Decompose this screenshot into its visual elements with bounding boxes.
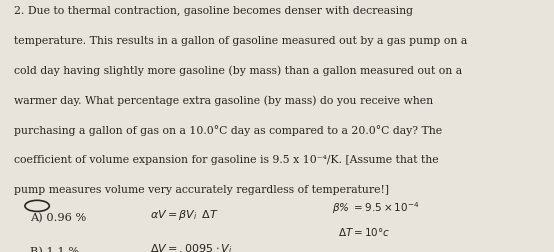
- Text: $\Delta T {=} 10°c$: $\Delta T {=} 10°c$: [338, 226, 390, 238]
- Text: $\beta$% $= 9.5 \times 10^{-4}$: $\beta$% $= 9.5 \times 10^{-4}$: [332, 200, 420, 216]
- Text: cold day having slightly more gasoline (by mass) than a gallon measured out on a: cold day having slightly more gasoline (…: [14, 66, 462, 76]
- Text: pump measures volume very accurately regardless of temperature!]: pump measures volume very accurately reg…: [14, 185, 389, 195]
- Text: temperature. This results in a gallon of gasoline measured out by a gas pump on : temperature. This results in a gallon of…: [14, 36, 467, 46]
- Text: coefficient of volume expansion for gasoline is 9.5 x 10⁻⁴/K. [Assume that the: coefficient of volume expansion for gaso…: [14, 155, 438, 165]
- Text: $\Delta V {=} .0095 \cdot V_i$: $\Delta V {=} .0095 \cdot V_i$: [150, 242, 232, 252]
- Text: B) 1.1 %: B) 1.1 %: [30, 247, 80, 252]
- Text: purchasing a gallon of gas on a 10.0°C day as compared to a 20.0°C day? The: purchasing a gallon of gas on a 10.0°C d…: [14, 125, 442, 136]
- Text: warmer day. What percentage extra gasoline (by mass) do you receive when: warmer day. What percentage extra gasoli…: [14, 96, 433, 106]
- Text: 2. Due to thermal contraction, gasoline becomes denser with decreasing: 2. Due to thermal contraction, gasoline …: [14, 6, 413, 16]
- Text: A) 0.96 %: A) 0.96 %: [30, 213, 87, 223]
- Text: $\alpha V{=}\beta V_i \;\; \Delta T$: $\alpha V{=}\beta V_i \;\; \Delta T$: [150, 208, 218, 222]
